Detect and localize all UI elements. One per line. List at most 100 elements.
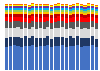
Bar [13,4,16,5]
Bar [72,6,75,8]
Bar [16,21,20,27]
Bar [95,11,98,13]
Bar [61,8,64,10]
Bar [50,18,53,23]
Bar [5,6,8,8]
Bar [87,46,90,70]
Bar [80,6,83,8]
Bar [50,15,53,18]
Bar [72,14,75,17]
Bar [65,47,68,70]
Bar [95,5,98,6]
Bar [16,17,20,21]
Bar [84,38,86,46]
Bar [35,22,38,29]
Bar [24,36,27,46]
Bar [65,18,68,23]
Bar [42,5,46,6]
Bar [28,18,31,23]
Bar [80,38,83,47]
Bar [69,28,72,36]
Bar [54,14,57,18]
Bar [91,4,94,5]
Bar [28,46,31,70]
Bar [72,12,75,14]
Bar [61,45,64,70]
Bar [28,6,31,7]
Bar [76,8,79,10]
Bar [46,21,49,27]
Bar [42,22,46,29]
Bar [28,11,31,13]
Bar [57,6,60,8]
Bar [57,4,60,6]
Bar [69,18,72,22]
Bar [46,4,49,5]
Bar [76,14,79,17]
Bar [87,10,90,12]
Bar [46,5,49,6]
Bar [20,5,23,6]
Bar [5,28,8,38]
Bar [9,28,12,37]
Bar [69,9,72,11]
Bar [65,14,68,18]
Bar [13,28,16,37]
Bar [16,6,20,8]
Bar [13,8,16,10]
Bar [35,38,38,47]
Bar [95,13,98,15]
Bar [61,17,64,21]
Bar [50,11,53,13]
Bar [57,8,60,10]
Bar [5,8,8,10]
Bar [80,8,83,10]
Bar [39,46,42,70]
Bar [5,4,8,5]
Bar [61,4,64,5]
Bar [31,16,34,21]
Bar [91,8,94,10]
Bar [35,29,38,38]
Bar [80,4,83,5]
Bar [42,14,46,17]
Bar [87,8,90,10]
Bar [46,17,49,21]
Bar [28,7,31,9]
Bar [76,17,79,21]
Bar [5,14,8,17]
Bar [61,21,64,27]
Bar [69,13,72,15]
Bar [28,23,31,29]
Bar [46,8,49,10]
Bar [87,3,90,4]
Bar [57,3,60,4]
Bar [72,29,75,38]
Bar [69,36,72,46]
Bar [69,15,72,18]
Bar [20,12,23,14]
Bar [13,14,16,17]
Bar [80,22,83,29]
Bar [76,4,79,6]
Bar [84,11,86,13]
Bar [42,29,46,38]
Bar [31,36,34,45]
Bar [72,17,75,22]
Bar [87,17,90,22]
Bar [91,45,94,70]
Bar [50,9,53,11]
Bar [39,12,42,14]
Bar [35,5,38,6]
Bar [50,29,53,39]
Bar [57,21,60,28]
Bar [39,22,42,28]
Bar [46,14,49,17]
Bar [54,5,57,6]
Bar [61,14,64,17]
Bar [5,17,8,21]
Bar [95,15,98,18]
Bar [13,37,16,45]
Bar [91,36,94,45]
Bar [24,10,27,12]
